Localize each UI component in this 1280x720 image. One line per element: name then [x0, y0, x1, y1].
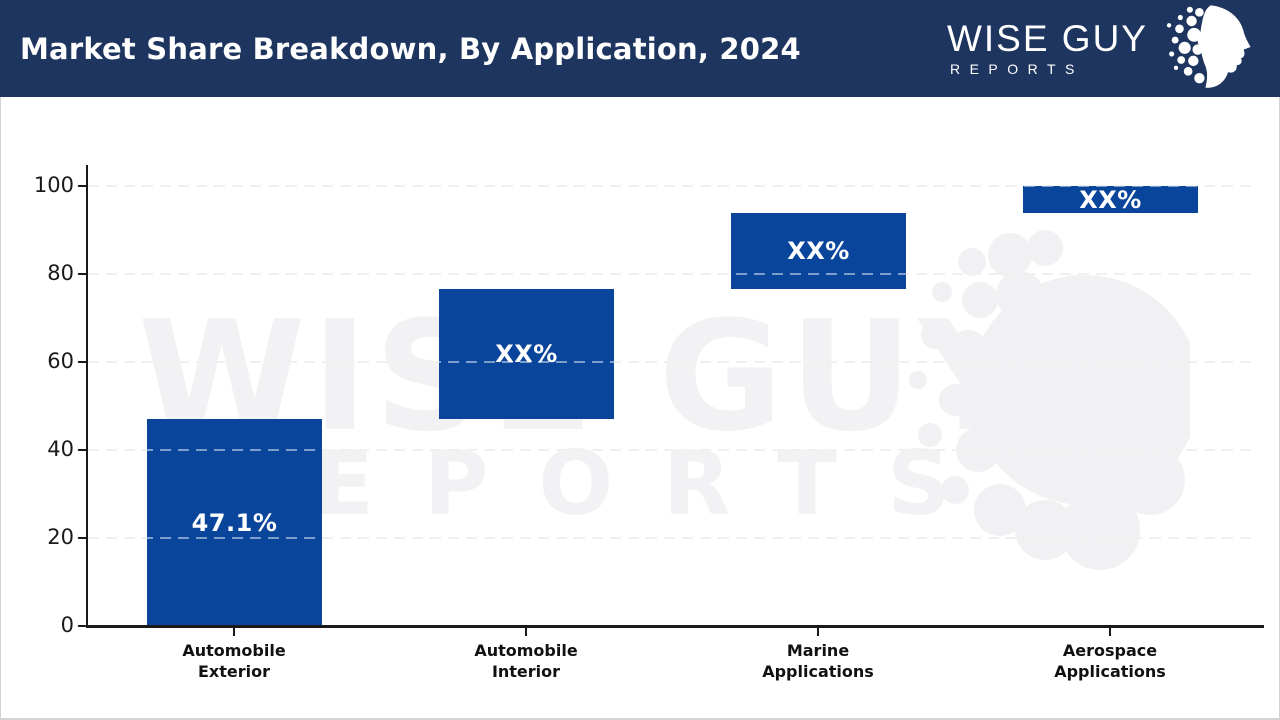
- gridline-overlay: [88, 185, 1256, 187]
- y-axis-line: [86, 165, 88, 628]
- x-tick-label: Aerospace Applications: [1000, 640, 1220, 682]
- logo-wordmark: WISE GUY: [946, 18, 1148, 59]
- x-tick-label-line: Automobile: [474, 641, 578, 660]
- gridline: [88, 537, 1256, 539]
- x-tick-mark: [1109, 628, 1111, 636]
- bar-value-label: 47.1%: [191, 508, 278, 537]
- chart-bar: XX%: [439, 289, 614, 419]
- x-tick-label: Automobile Exterior: [124, 640, 344, 682]
- x-tick-mark: [233, 628, 235, 636]
- x-tick-label-line: Marine: [786, 641, 850, 660]
- x-axis-line: [86, 625, 1264, 628]
- y-tick-label: 0: [60, 613, 74, 637]
- gridline: [88, 185, 1256, 187]
- x-tick-label-line: Automobile: [182, 641, 286, 660]
- logo-text: WISE GUY REPORTS: [946, 18, 1148, 78]
- gridline-overlay: [88, 361, 1256, 363]
- y-tick-mark: [78, 185, 86, 187]
- x-tick-label: Marine Applications: [708, 640, 928, 682]
- y-tick-mark: [78, 537, 86, 539]
- x-tick-label-line: Interior: [491, 662, 561, 681]
- page-title: Market Share Breakdown, By Application, …: [20, 31, 801, 66]
- y-tick-label: 80: [47, 261, 74, 285]
- plot-area: 47.1% XX% XX% XX%: [88, 185, 1256, 626]
- page-border-left: [0, 97, 1, 720]
- y-tick-label: 100: [33, 173, 74, 197]
- y-tick-mark: [78, 361, 86, 363]
- x-tick-label-line: Applications: [762, 662, 874, 681]
- dotted-head-logo-icon: [1150, 1, 1254, 97]
- bar-value-label: XX%: [495, 340, 558, 368]
- y-tick-label: 20: [47, 525, 74, 549]
- gridline: [88, 449, 1256, 451]
- x-tick-label-line: Exterior: [197, 662, 270, 681]
- y-tick-mark: [78, 625, 86, 627]
- gridline-overlay: [88, 537, 1256, 539]
- x-tick-mark: [525, 628, 527, 636]
- y-tick-mark: [78, 449, 86, 451]
- gridline: [88, 361, 1256, 363]
- gridline-overlay: [88, 273, 1256, 275]
- bar-value-label: XX%: [787, 237, 850, 265]
- logo-subtitle: REPORTS: [949, 61, 1084, 77]
- watermark-head-graphic: [860, 200, 1200, 604]
- wise-guy-reports-logo: WISE GUY REPORTS: [947, 1, 1254, 97]
- y-tick-label: 40: [47, 437, 74, 461]
- y-tick-label: 60: [47, 349, 74, 373]
- page-border-bottom: [0, 718, 1280, 720]
- gridline: [88, 273, 1256, 275]
- x-tick-label-line: Applications: [1054, 662, 1166, 681]
- x-tick-mark: [817, 628, 819, 636]
- x-tick-label-line: Aerospace: [1062, 641, 1158, 660]
- chart-bar: XX%: [1023, 185, 1198, 214]
- header-bar: Market Share Breakdown, By Application, …: [0, 0, 1280, 97]
- chart-bar: XX%: [731, 213, 906, 289]
- chart-bar: 47.1%: [147, 419, 322, 626]
- y-tick-mark: [78, 273, 86, 275]
- gridline-overlay: [88, 449, 1256, 451]
- x-tick-label: Automobile Interior: [416, 640, 636, 682]
- bar-value-label: XX%: [1079, 185, 1142, 214]
